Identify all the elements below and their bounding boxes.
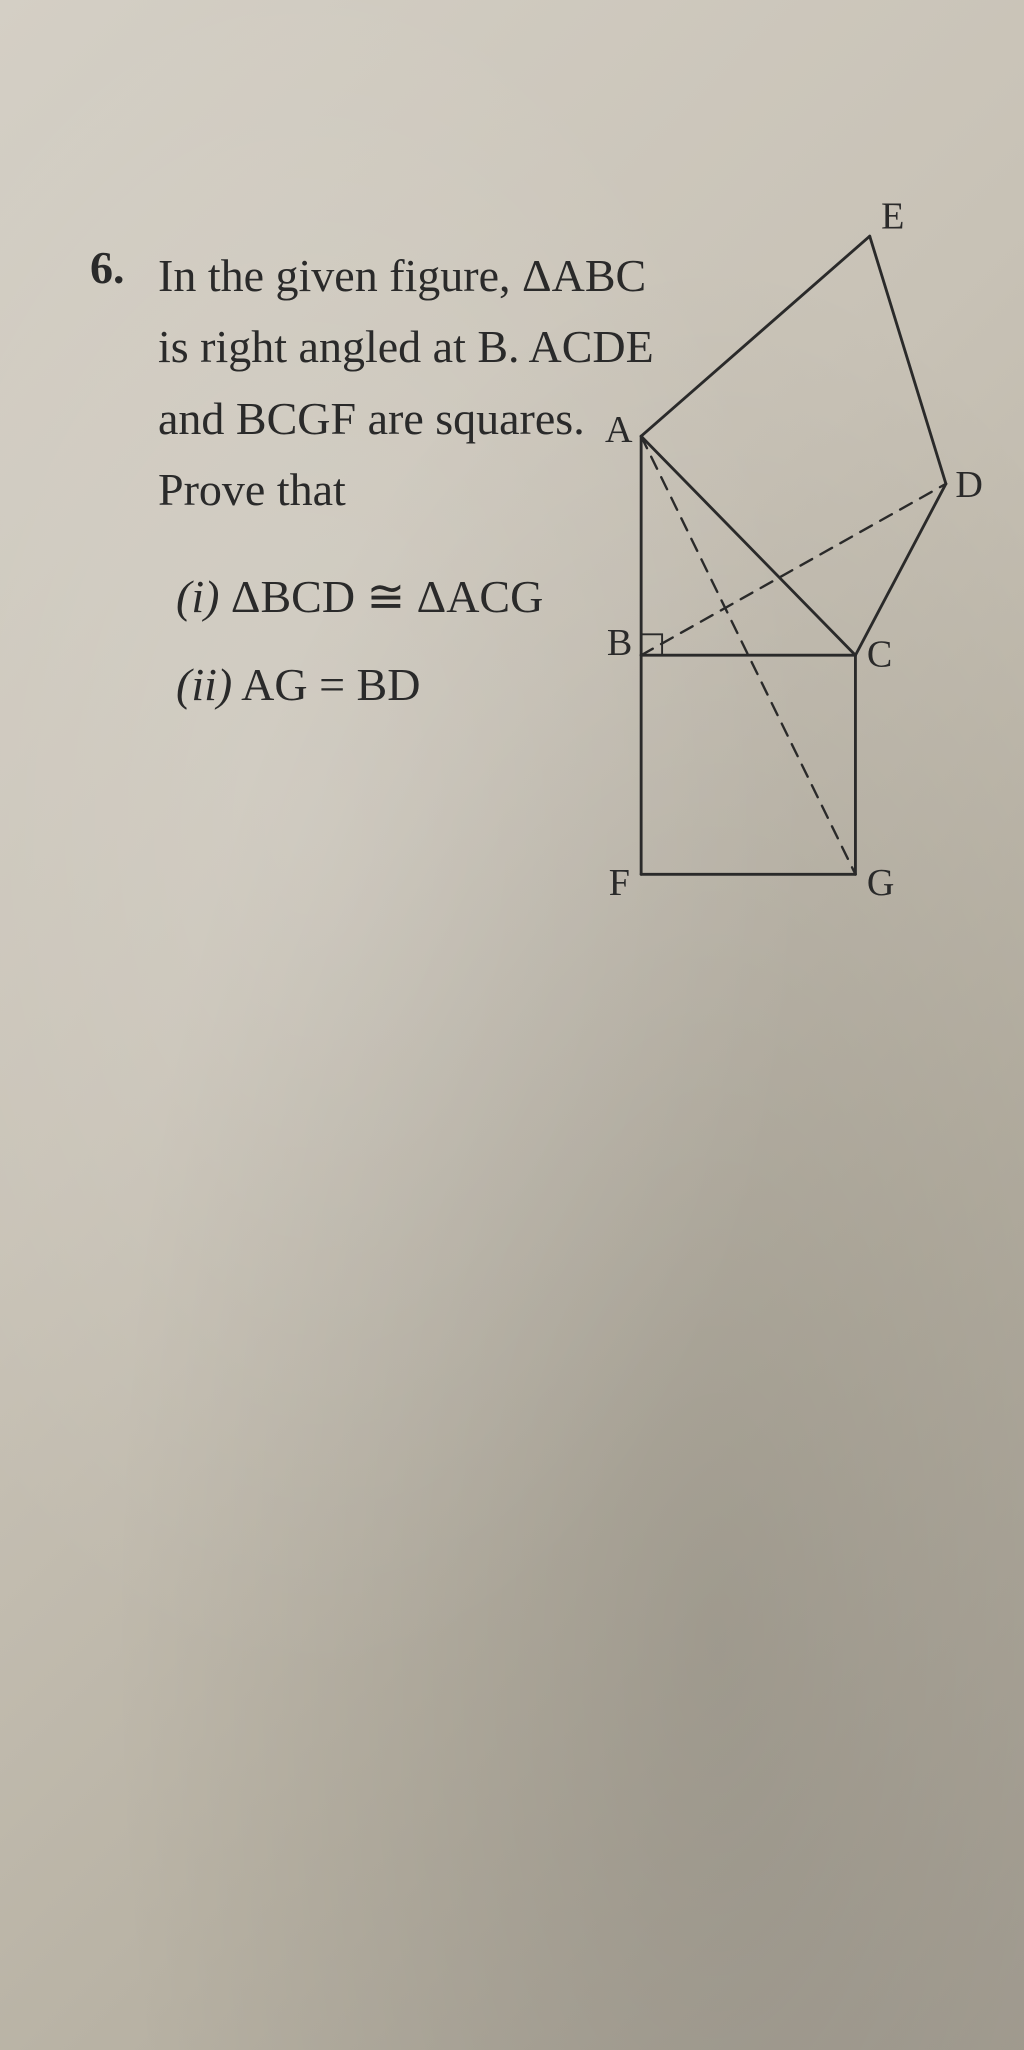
q-prove: Prove that [158, 464, 346, 515]
subpart-ii-text: AG = BD [241, 659, 420, 710]
edge-ED [870, 236, 946, 484]
solid-edges-group [641, 236, 946, 874]
q-line-1: In the given figure, ΔABC [158, 250, 646, 301]
right-angle-marker [641, 634, 662, 655]
vertex-label-E: E [881, 200, 904, 238]
vertex-label-G: G [867, 862, 895, 904]
vertex-label-F: F [609, 862, 630, 904]
vertex-label-A: A [605, 409, 633, 451]
right-angle-square [641, 634, 662, 655]
q-line-3: and BCGF are squares. [158, 393, 585, 444]
subpart-i-text: ΔBCD ≅ ΔACG [231, 571, 543, 622]
q-line-2: is right angled at B. ACDE [158, 321, 654, 372]
vertex-label-B: B [607, 622, 632, 664]
edge-CA [641, 436, 855, 655]
edge-AE [641, 236, 870, 436]
vertex-label-D: D [955, 464, 983, 506]
geometry-figure: E D A C B F G [584, 200, 984, 920]
vertex-label-C: C [867, 634, 892, 676]
question-number: 6. [90, 240, 138, 295]
vertex-labels-group: E D A C B F G [605, 200, 983, 904]
subpart-ii-label: (ii) [176, 659, 232, 710]
subpart-i-label: (i) [176, 571, 219, 622]
